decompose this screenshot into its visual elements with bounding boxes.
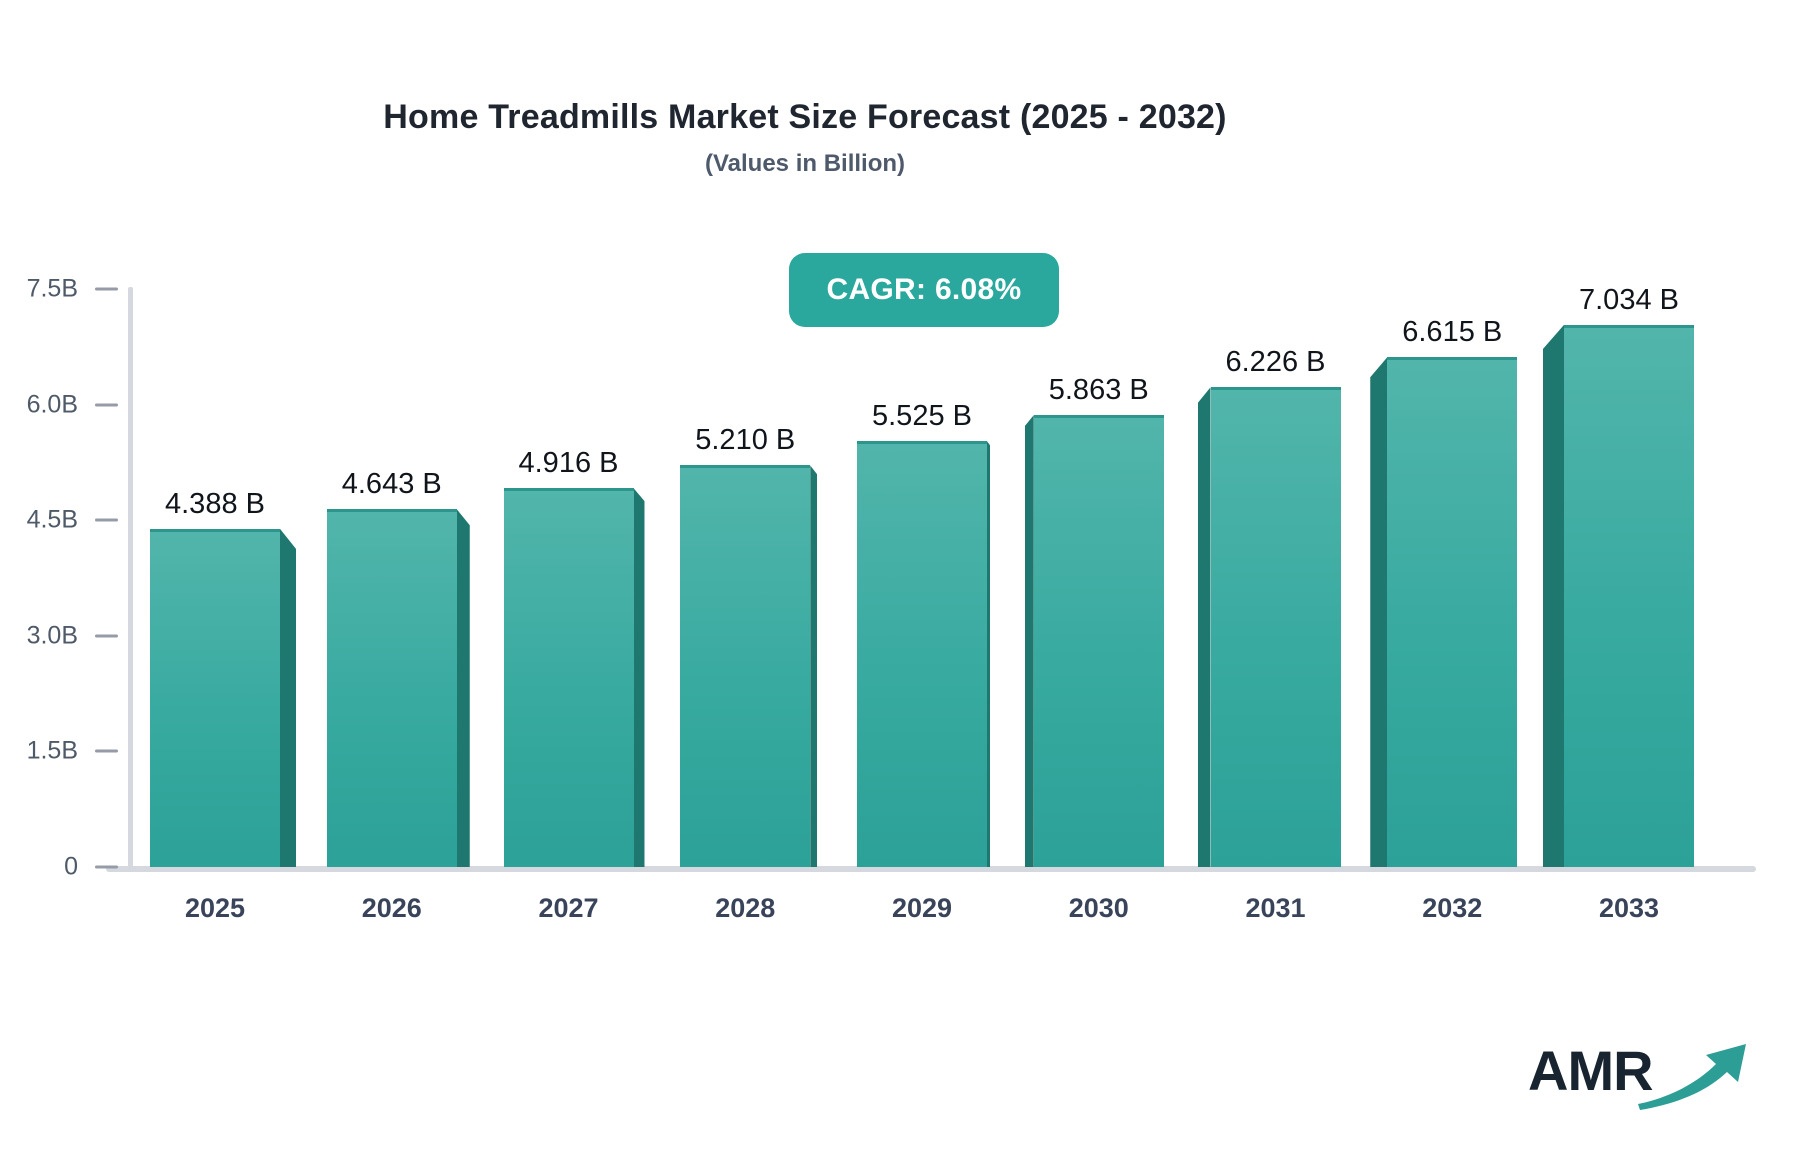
x-axis-label-2027: 2027 — [538, 893, 599, 923]
x-axis-line — [106, 866, 1756, 872]
bar-2025 — [150, 528, 280, 867]
bar-value-label-2030: 5.863 B — [1048, 374, 1149, 407]
bar-side-face-2031 — [1197, 387, 1211, 867]
bar-value-label-2032: 6.615 B — [1402, 316, 1503, 349]
bar-value-label-2028: 5.210 B — [695, 424, 796, 457]
bar-side-face-2028 — [810, 465, 818, 867]
bar-2031 — [1210, 387, 1341, 867]
x-axis-label-2025: 2025 — [184, 893, 246, 923]
bar-2030 — [1033, 415, 1164, 867]
x-axis-label-2033: 2033 — [1598, 893, 1660, 923]
bar-value-label-2027: 4.916 B — [518, 447, 619, 480]
bar-value-label-2026: 4.643 B — [341, 468, 442, 501]
amr-logo: AMR — [1528, 1039, 1746, 1120]
trend-arrow-icon — [1638, 1044, 1746, 1110]
y-tick-label: 4.5B — [26, 505, 78, 534]
bar-side-face-2032 — [1370, 357, 1388, 867]
y-tick-label: 7.5B — [26, 274, 78, 303]
bar-2029 — [857, 441, 987, 867]
y-tick-mark — [95, 634, 118, 638]
x-axis-label-2028: 2028 — [715, 893, 776, 923]
y-tick-mark — [95, 518, 118, 522]
bar-2032 — [1387, 357, 1518, 867]
y-tick-label: 1.5B — [26, 736, 78, 765]
bar-2028 — [680, 465, 811, 867]
y-axis-line — [128, 287, 133, 869]
y-tick-label: 0 — [64, 852, 78, 881]
bar-2033 — [1564, 324, 1694, 867]
y-tick-label: 6.0B — [26, 390, 78, 419]
cagr-badge: CAGR: 6.08% — [789, 253, 1059, 327]
bar-side-face-2029 — [987, 441, 990, 867]
y-tick-label: 3.0B — [26, 621, 78, 650]
x-axis-label-2030: 2030 — [1068, 893, 1129, 923]
bar-side-face-2027 — [633, 488, 645, 867]
chart-title: Home Treadmills Market Size Forecast (20… — [383, 98, 1227, 136]
bar-value-label-2025: 4.388 B — [165, 487, 265, 520]
bar-2026 — [326, 509, 457, 867]
bar-side-face-2033 — [1543, 324, 1564, 867]
amr-logo-text: AMR — [1528, 1039, 1654, 1102]
y-tick-mark — [95, 749, 118, 753]
x-axis-label-2026: 2026 — [361, 893, 422, 923]
bar-side-face-2030 — [1024, 415, 1034, 867]
x-axis-label-2032: 2032 — [1422, 893, 1483, 923]
bar-value-label-2029: 5.525 B — [872, 400, 972, 433]
bar-2027 — [503, 488, 634, 867]
y-tick-mark — [95, 865, 118, 869]
y-tick-mark — [95, 287, 118, 291]
x-axis-label-2029: 2029 — [891, 893, 953, 923]
bar-value-label-2031: 6.226 B — [1225, 346, 1326, 379]
x-axis-label-2031: 2031 — [1245, 893, 1306, 923]
y-tick-mark — [95, 403, 118, 407]
bar-side-face-2026 — [456, 509, 470, 867]
bar-value-label-2033: 7.034 B — [1579, 283, 1679, 316]
chart-subtitle: (Values in Billion) — [704, 150, 906, 177]
bar-side-face-2025 — [280, 528, 296, 867]
